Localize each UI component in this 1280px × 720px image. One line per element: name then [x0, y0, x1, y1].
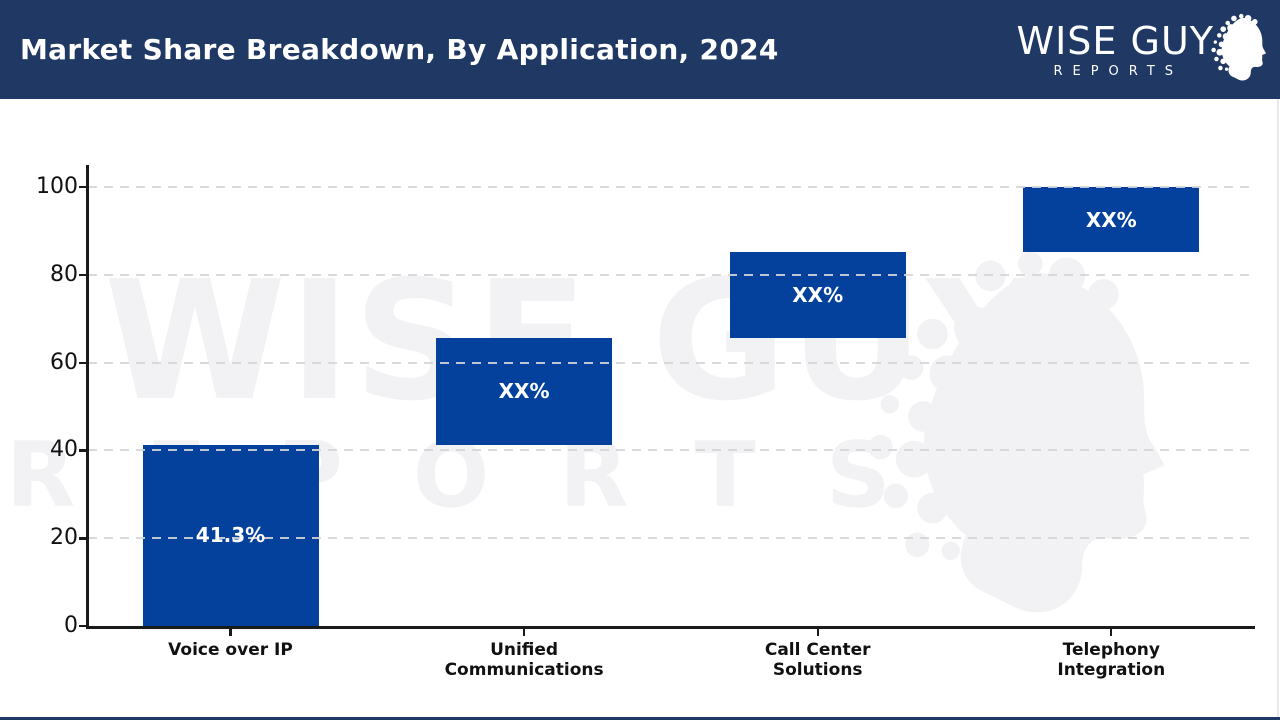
y-tick-label: 100 — [36, 174, 78, 199]
x-category-label: Voice over IP — [101, 640, 361, 660]
x-tick-mark — [1110, 628, 1113, 636]
y-tick-mark — [79, 273, 88, 277]
y-tick-mark — [79, 537, 88, 540]
page-title: Market Share Breakdown, By Application, … — [20, 33, 779, 66]
x-tick-mark — [522, 628, 526, 636]
bar-unified-communications — [436, 338, 613, 445]
gridline-60 — [88, 361, 1253, 364]
x-category-label: Unified Communications — [394, 640, 654, 681]
wiseguy-logo: WISE GUY REPORTS — [1017, 6, 1270, 94]
header-bar: Market Share Breakdown, By Application, … — [0, 0, 1280, 99]
y-tick-label: 20 — [50, 525, 78, 551]
x-category-label-line: Call Center — [764, 640, 871, 660]
wiseguy-face-icon — [1208, 8, 1270, 92]
chart-canvas: WISE GUY REPORTS 0 20 40 60 80 100 41.3% Voice … — [0, 99, 1280, 720]
x-category-label: Telephony Integration — [981, 640, 1241, 681]
x-tick-mark — [229, 628, 232, 636]
x-category-label-line: Telephony — [1062, 640, 1160, 660]
y-tick-label: 40 — [50, 437, 78, 463]
logo-wordmark: WISE GUY — [1016, 18, 1214, 63]
x-category-label-line: Unified — [490, 640, 559, 660]
y-axis-line — [86, 165, 89, 628]
y-tick-mark — [79, 186, 88, 189]
gridline-40 — [88, 449, 1253, 452]
bar-value-label: XX% — [792, 283, 844, 308]
footer-bar — [0, 717, 1280, 720]
x-category-label-line: Integration — [1057, 660, 1166, 681]
bar-value-label: 41.3% — [195, 523, 266, 548]
bar-value-label: XX% — [498, 379, 550, 404]
x-tick-mark — [816, 628, 819, 636]
window-right-border — [1277, 99, 1279, 720]
logo-text: WISE GUY REPORTS — [1017, 22, 1214, 79]
x-axis-line — [86, 626, 1255, 629]
logo-subtitle: REPORTS — [1053, 63, 1184, 79]
y-tick-mark — [79, 625, 88, 628]
gridline-80 — [88, 273, 1253, 276]
y-tick-mark — [79, 361, 88, 364]
y-tick-mark — [79, 449, 88, 452]
bar-value-label: XX% — [1085, 207, 1137, 232]
y-tick-label: 60 — [50, 349, 78, 375]
x-category-label-line: Voice over IP — [168, 640, 293, 660]
y-tick-label: 0 — [64, 613, 78, 638]
bar-telephony-integration — [1023, 187, 1200, 253]
x-category-label-line: Solutions — [772, 660, 863, 681]
x-category-label: Call Center Solutions — [688, 640, 948, 681]
bar-voice-over-ip — [142, 444, 319, 626]
y-tick-label: 80 — [50, 261, 78, 287]
x-category-label-line: Communications — [444, 660, 604, 681]
gridline-100 — [88, 186, 1253, 188]
gridline-20 — [88, 537, 1253, 540]
